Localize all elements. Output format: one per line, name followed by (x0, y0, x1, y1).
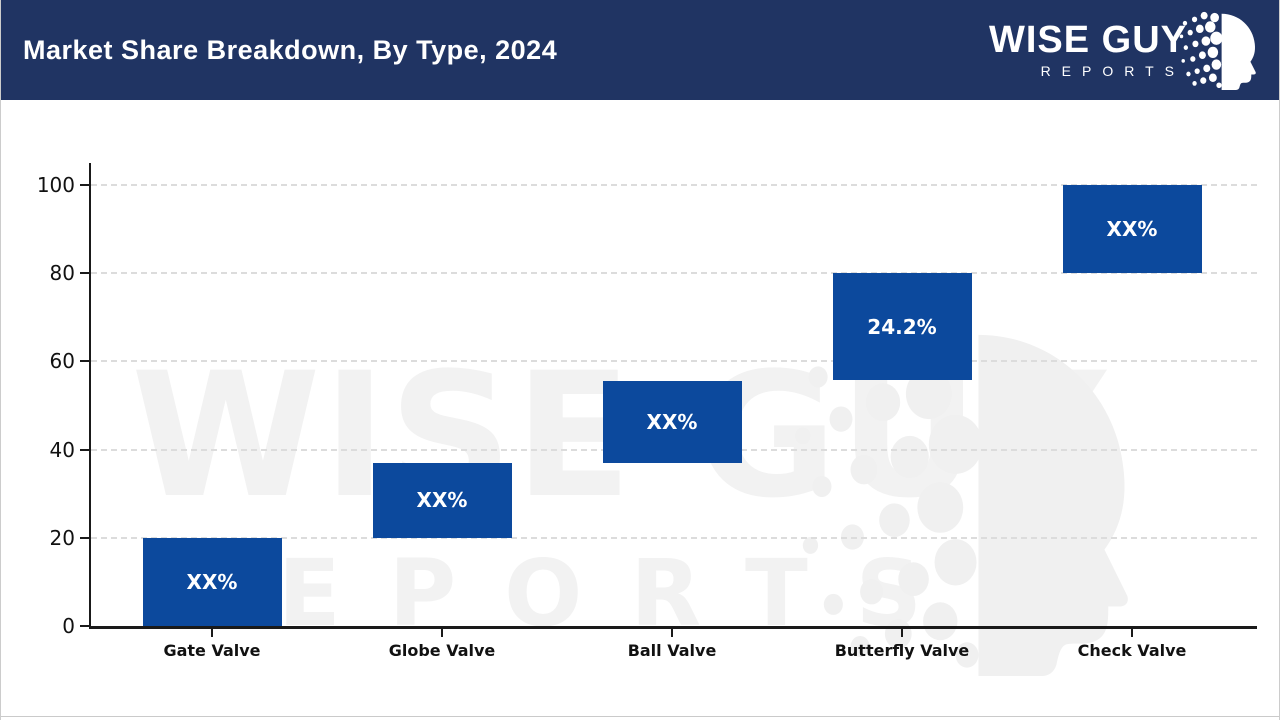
logo-name: WISE GUY (988, 19, 1187, 61)
bar-value-label: XX% (416, 488, 468, 513)
bar-value-label: XX% (646, 410, 698, 435)
wise-guy-reports-logo: WISE GUY REPORTS (989, 10, 1267, 90)
header: Market Share Breakdown, By Type, 2024 WI… (1, 0, 1279, 100)
x-axis-tick-mark (441, 629, 443, 637)
watermark-head-profile-icon (795, 326, 1128, 676)
bar-ball-valve: XX% (602, 381, 742, 463)
bottom-divider (1, 716, 1279, 717)
x-axis-tick-mark (211, 629, 213, 637)
y-axis-tick-mark (80, 184, 89, 186)
x-axis-tick-mark (1131, 629, 1133, 637)
dotted-head-profile-icon (1179, 11, 1256, 90)
gridline-20 (91, 536, 1257, 539)
bar-value-label: XX% (1106, 217, 1158, 242)
y-axis-tick-mark (80, 272, 89, 275)
y-axis-tick-mark (80, 536, 89, 539)
bar-value-label: 24.2% (867, 314, 937, 339)
bar-check-valve: XX% (1062, 185, 1202, 274)
bar-gate-valve: XX% (142, 537, 282, 626)
x-axis-tick-mark (901, 629, 903, 637)
x-axis-category-label-gate-valve: Gate Valve (163, 641, 261, 660)
gridline-80 (91, 272, 1257, 275)
y-axis-tick-mark (80, 625, 89, 627)
bar-butterfly-valve: 24.2% (832, 273, 972, 380)
gridline-60 (91, 360, 1257, 363)
logo-tagline: REPORTS (1040, 63, 1185, 79)
y-axis-tick-mark (80, 448, 89, 451)
y-axis-tick-label: 80 (49, 261, 75, 286)
y-axis-spine (89, 163, 91, 628)
y-axis-tick-label: 40 (49, 437, 75, 462)
gridline-100 (91, 184, 1257, 186)
bar-globe-valve: XX% (372, 462, 512, 538)
x-axis-category-label-check-valve: Check Valve (1077, 641, 1187, 660)
x-axis-category-label-butterfly-valve: Butterfly Valve (834, 641, 970, 660)
x-axis-tick-mark (671, 629, 673, 637)
y-axis-tick-label: 0 (62, 614, 75, 638)
y-axis-tick-label: 20 (49, 525, 75, 550)
bar-value-label: XX% (186, 569, 238, 594)
x-axis-category-label-globe-valve: Globe Valve (388, 641, 496, 660)
x-axis-spine (89, 626, 1257, 629)
page-title: Market Share Breakdown, By Type, 2024 (23, 34, 558, 65)
y-axis-tick-mark (80, 360, 89, 363)
y-axis-tick-label: 60 (49, 349, 75, 374)
y-axis-tick-label: 100 (36, 173, 75, 197)
x-axis-category-label-ball-valve: Ball Valve (627, 641, 717, 660)
logo-text: WISE GUY REPORTS (989, 21, 1187, 79)
watermark-tagline-text: REPORTS (159, 540, 971, 647)
